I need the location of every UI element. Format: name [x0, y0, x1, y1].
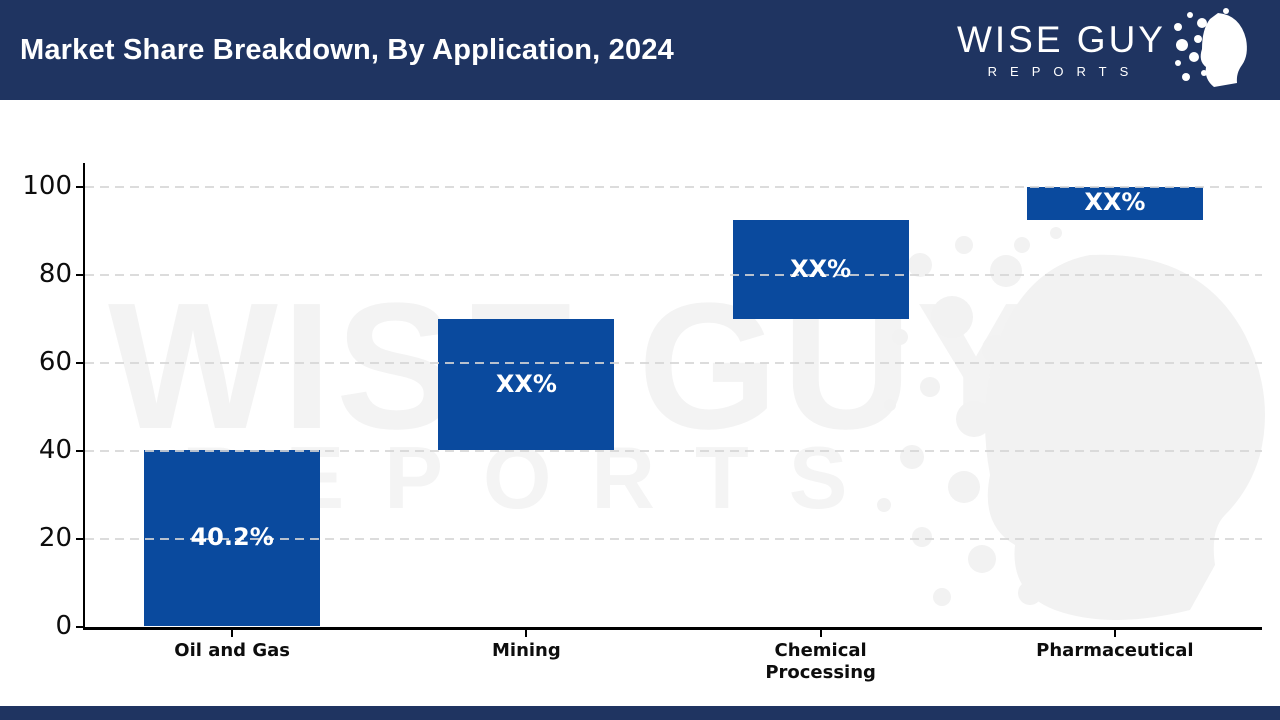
y-tick-label-100: 100 [22, 170, 72, 201]
y-tick-label-20: 20 [38, 522, 72, 553]
x-axis-line [83, 627, 1262, 630]
y-tick-label-80: 80 [38, 258, 72, 289]
category-label-mining: Mining [416, 640, 636, 662]
category-label-line: Mining [491, 640, 561, 661]
category-label-line: Processing [765, 662, 876, 683]
bar-value-label: 40.2% [190, 523, 274, 552]
footer-band [0, 706, 1280, 720]
category-label-line: Oil and Gas [174, 640, 290, 661]
y-tick-mark-100 [76, 185, 85, 188]
y-tick-label-60: 60 [38, 346, 72, 377]
brand-logo: WISE GUY REPORTS [957, 5, 1254, 95]
bar-value-label: XX% [1084, 188, 1146, 217]
gridline-40 [85, 449, 1262, 452]
gridline-80 [85, 273, 1262, 276]
bar-chemical-processing [732, 219, 909, 320]
watermark-face-icon [860, 225, 1280, 629]
y-tick-mark-20 [76, 537, 85, 540]
brand-face-icon [1168, 5, 1254, 95]
y-tick-mark-60 [76, 361, 85, 364]
category-label-pharmaceutical: Pharmaceutical [1005, 640, 1225, 662]
y-axis-line [83, 163, 85, 629]
bar-value-label: XX% [495, 369, 557, 398]
brand-subname: REPORTS [987, 64, 1142, 79]
y-tick-label-40: 40 [38, 434, 72, 465]
gridline-20 [85, 537, 1262, 540]
brand-name: WISE GUY [956, 19, 1166, 60]
category-label-line: Pharmaceutical [1036, 640, 1194, 661]
gridline-60 [85, 361, 1262, 364]
header-band: Market Share Breakdown, By Application, … [0, 0, 1280, 100]
bar-pharmaceutical [1026, 186, 1203, 220]
y-tick-mark-0 [76, 625, 85, 628]
x-tick-mark [819, 629, 822, 637]
x-tick-mark [1113, 629, 1116, 637]
gridline-100 [85, 185, 1262, 188]
bar-mining [438, 319, 615, 450]
y-tick-mark-80 [76, 273, 85, 276]
x-tick-mark [525, 629, 528, 637]
brand-logo-text: WISE GUY REPORTS [957, 21, 1166, 79]
y-tick-mark-40 [76, 449, 85, 452]
y-tick-label-0: 0 [55, 610, 72, 641]
bar-value-label: XX% [790, 254, 852, 283]
page-title: Market Share Breakdown, By Application, … [20, 33, 674, 66]
category-label-chemical-processing: Chemical Processing [711, 640, 931, 684]
x-tick-mark [231, 629, 234, 637]
category-label-line: Chemical [774, 640, 867, 661]
category-label-oil-and-gas: Oil and Gas [122, 640, 342, 662]
